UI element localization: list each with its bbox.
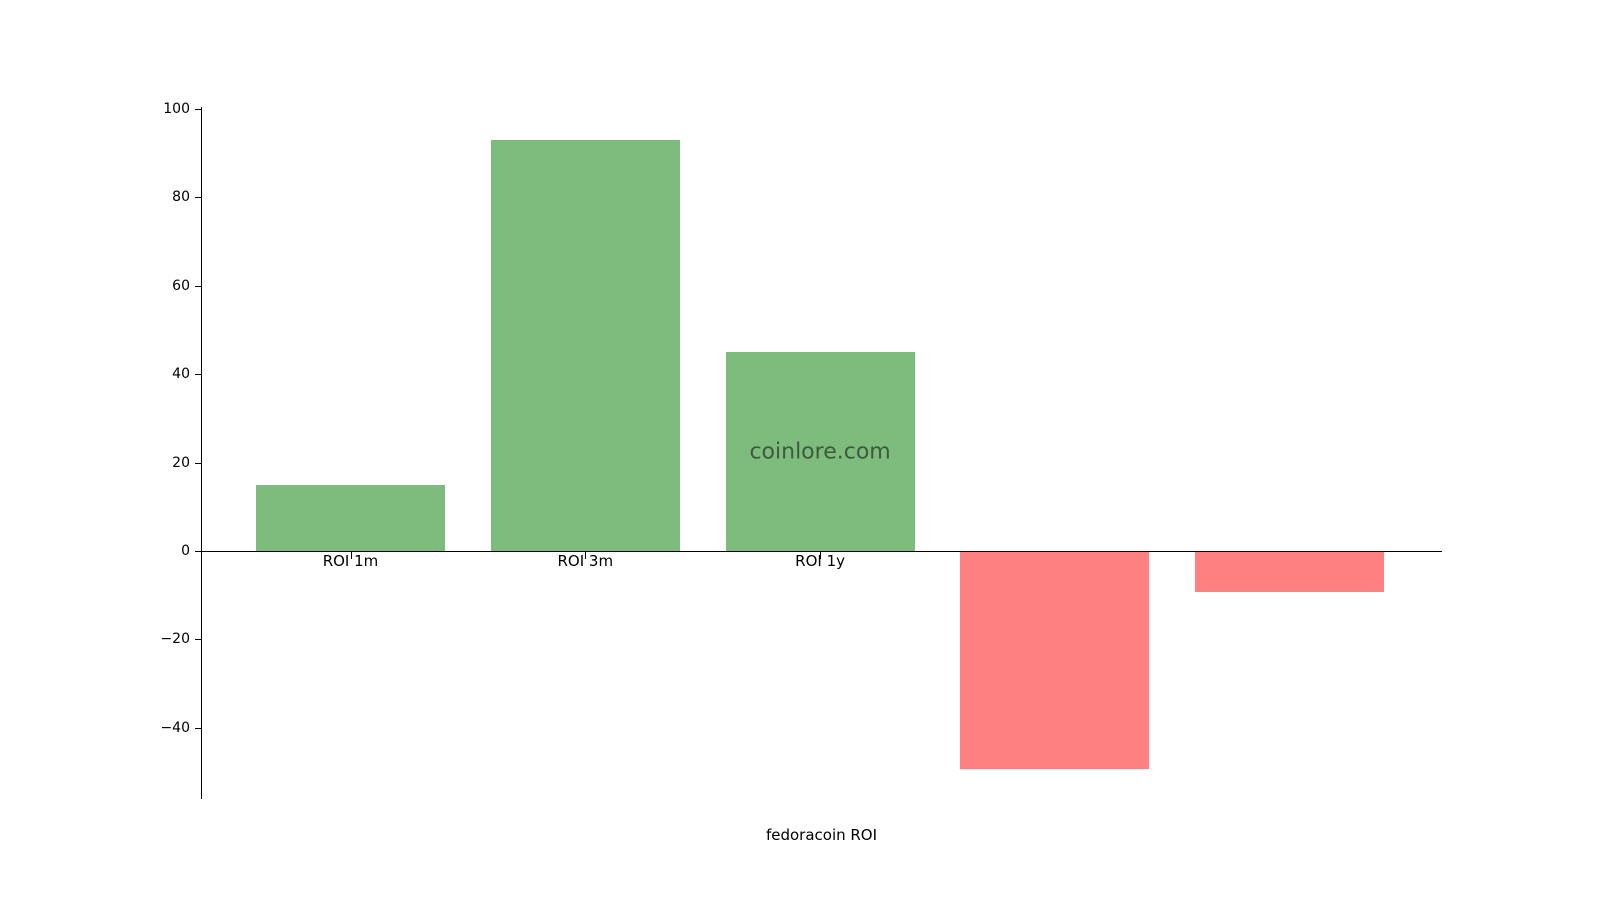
bar-4 <box>960 552 1150 769</box>
y-tick-mark <box>195 197 201 199</box>
y-tick-mark <box>195 109 201 110</box>
y-tick-mark <box>195 551 201 552</box>
x-tick-mark <box>350 552 352 559</box>
x-tick-label: ROI 1y <box>795 552 846 570</box>
watermark-text: coinlore.com <box>749 439 891 465</box>
y-tick-label: −40 <box>160 719 190 736</box>
y-tick-mark <box>195 374 201 376</box>
y-tick-label: 60 <box>172 277 190 294</box>
bar-3-roi-1y <box>725 352 915 551</box>
y-tick-label: −20 <box>160 631 190 648</box>
bar-1-roi-1m <box>256 484 445 551</box>
y-tick-label: 0 <box>181 543 190 559</box>
y-tick-label: 80 <box>172 189 190 206</box>
y-tick-mark <box>195 639 201 641</box>
x-axis-line <box>201 551 1442 552</box>
x-tick-mark <box>820 552 822 559</box>
bar-5 <box>1195 552 1385 592</box>
x-axis-title: fedoracoin ROI <box>765 826 878 844</box>
y-tick-label: 20 <box>172 454 190 471</box>
x-tick-label: ROI 1m <box>322 552 379 570</box>
y-axis-spine <box>201 107 202 799</box>
x-tick-label: ROI 3m <box>557 552 614 570</box>
bar-2-roi-3m <box>490 139 680 551</box>
y-tick-label: 100 <box>163 101 190 117</box>
y-tick-mark <box>195 727 201 729</box>
x-tick-mark <box>585 552 587 559</box>
y-tick-label: 40 <box>172 366 190 383</box>
y-tick-mark <box>195 462 201 464</box>
y-tick-mark <box>195 285 201 287</box>
